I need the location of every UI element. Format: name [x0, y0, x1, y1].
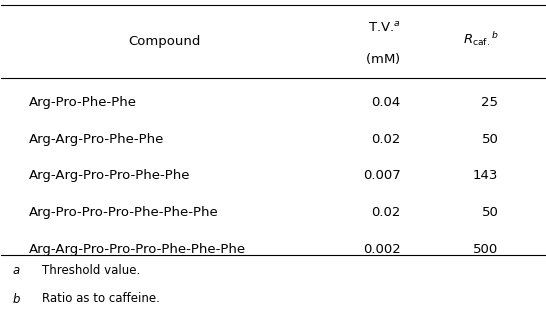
- Text: $\mathit{R}_{\mathregular{caf.}}$$^{b}$: $\mathit{R}_{\mathregular{caf.}}$$^{b}$: [462, 30, 498, 48]
- Text: $\mathit{b}$: $\mathit{b}$: [12, 292, 21, 306]
- Text: (m$\mathregular{M}$): (m$\mathregular{M}$): [365, 51, 401, 67]
- Text: 25: 25: [482, 96, 498, 109]
- Text: 0.007: 0.007: [363, 170, 401, 182]
- Text: 0.02: 0.02: [371, 133, 401, 146]
- Text: 0.002: 0.002: [363, 243, 401, 256]
- Text: Threshold value.: Threshold value.: [42, 264, 140, 277]
- Text: Arg-Arg-Pro-Pro-Phe-Phe: Arg-Arg-Pro-Pro-Phe-Phe: [28, 170, 190, 182]
- Text: T.V.$^{a}$: T.V.$^{a}$: [368, 21, 401, 35]
- Text: 0.04: 0.04: [371, 96, 401, 109]
- Text: Compound: Compound: [128, 35, 200, 48]
- Text: Arg-Arg-Pro-Phe-Phe: Arg-Arg-Pro-Phe-Phe: [28, 133, 164, 146]
- Text: Arg-Pro-Pro-Pro-Phe-Phe-Phe: Arg-Pro-Pro-Pro-Phe-Phe-Phe: [28, 206, 218, 219]
- Text: 50: 50: [482, 206, 498, 219]
- Text: 50: 50: [482, 133, 498, 146]
- Text: $\mathit{a}$: $\mathit{a}$: [12, 264, 21, 277]
- Text: 143: 143: [473, 170, 498, 182]
- Text: Arg-Pro-Phe-Phe: Arg-Pro-Phe-Phe: [28, 96, 136, 109]
- Text: Arg-Arg-Pro-Pro-Pro-Phe-Phe-Phe: Arg-Arg-Pro-Pro-Pro-Phe-Phe-Phe: [28, 243, 246, 256]
- Text: 0.02: 0.02: [371, 206, 401, 219]
- Text: Ratio as to caffeine.: Ratio as to caffeine.: [42, 292, 160, 305]
- Text: 500: 500: [473, 243, 498, 256]
